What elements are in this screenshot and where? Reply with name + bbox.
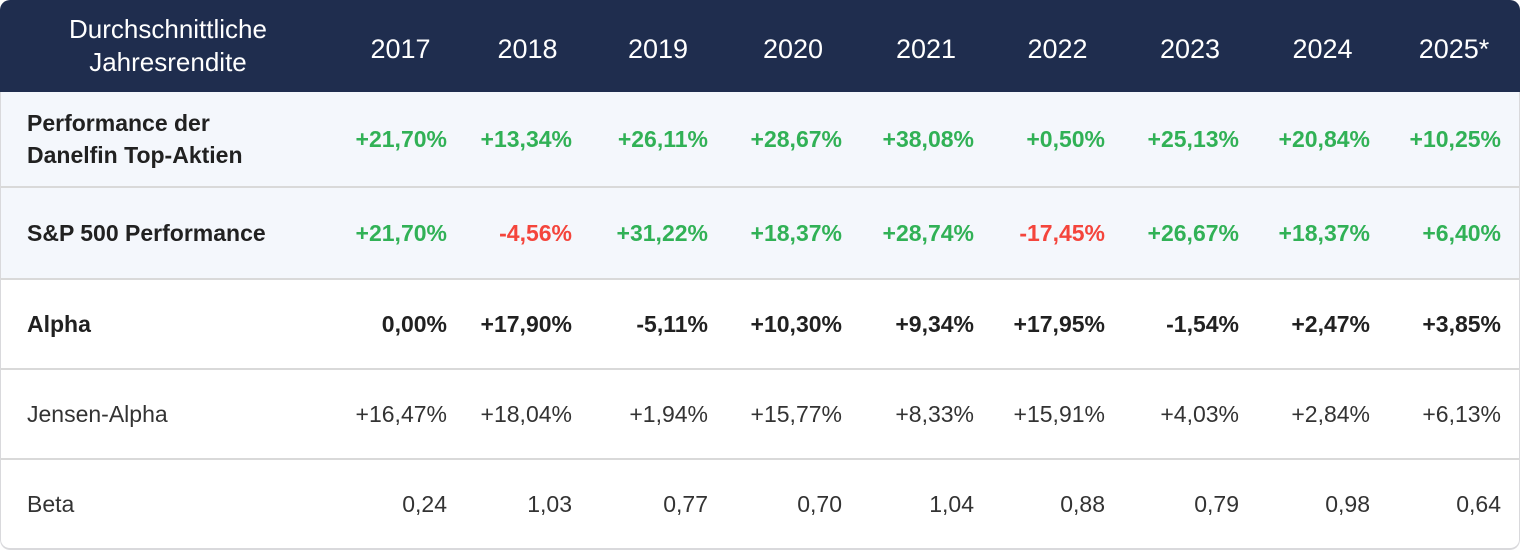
row-alpha: Alpha 0,00% +17,90% -5,11% +10,30% +9,34… (0, 278, 1520, 368)
cell-value: 0,24 (336, 458, 465, 550)
cell-value: +6,13% (1388, 368, 1520, 458)
cell-value: 0,70 (726, 458, 860, 550)
header-year-2024: 2024 (1257, 0, 1388, 92)
row-label: S&P 500 Performance (0, 186, 336, 278)
cell-value: +18,37% (1257, 186, 1388, 278)
cell-value: 0,64 (1388, 458, 1520, 550)
cell-value: +38,08% (860, 92, 992, 186)
header-year-2023: 2023 (1123, 0, 1257, 92)
cell-value: +25,13% (1123, 92, 1257, 186)
cell-value: +17,95% (992, 278, 1123, 368)
cell-value: 0,00% (336, 278, 465, 368)
header-title: Durchschnittliche Jahresrendite (0, 0, 336, 92)
cell-value: -1,54% (1123, 278, 1257, 368)
cell-value: +17,90% (465, 278, 590, 368)
cell-value: +4,03% (1123, 368, 1257, 458)
row-sp500-performance: S&P 500 Performance +21,70% -4,56% +31,2… (0, 186, 1520, 278)
header-row: Durchschnittliche Jahresrendite 2017 201… (0, 0, 1520, 92)
cell-value: +26,67% (1123, 186, 1257, 278)
cell-value: +2,84% (1257, 368, 1388, 458)
cell-value: +3,85% (1388, 278, 1520, 368)
cell-value: 0,79 (1123, 458, 1257, 550)
cell-value: +21,70% (336, 92, 465, 186)
cell-value: +1,94% (590, 368, 726, 458)
header-year-2025: 2025* (1388, 0, 1520, 92)
cell-value: +16,47% (336, 368, 465, 458)
header-year-2021: 2021 (860, 0, 992, 92)
cell-value: 1,03 (465, 458, 590, 550)
row-jensen-alpha: Jensen-Alpha +16,47% +18,04% +1,94% +15,… (0, 368, 1520, 458)
cell-value: 0,77 (590, 458, 726, 550)
cell-value: +2,47% (1257, 278, 1388, 368)
cell-value: +10,25% (1388, 92, 1520, 186)
cell-value: +18,37% (726, 186, 860, 278)
cell-value: +10,30% (726, 278, 860, 368)
cell-value: +6,40% (1388, 186, 1520, 278)
cell-value: -17,45% (992, 186, 1123, 278)
cell-value: +0,50% (992, 92, 1123, 186)
row-label: Alpha (0, 278, 336, 368)
cell-value: 1,04 (860, 458, 992, 550)
header-year-2018: 2018 (465, 0, 590, 92)
cell-value: 0,98 (1257, 458, 1388, 550)
header-year-2022: 2022 (992, 0, 1123, 92)
row-label: Jensen-Alpha (0, 368, 336, 458)
header-year-2017: 2017 (336, 0, 465, 92)
cell-value: +31,22% (590, 186, 726, 278)
header-year-2019: 2019 (590, 0, 726, 92)
cell-value: +28,74% (860, 186, 992, 278)
row-label: Performance der Danelfin Top-Aktien (0, 92, 336, 186)
cell-value: 0,88 (992, 458, 1123, 550)
cell-value: +21,70% (336, 186, 465, 278)
cell-value: -5,11% (590, 278, 726, 368)
row-danelfin-performance: Performance der Danelfin Top-Aktien +21,… (0, 92, 1520, 186)
cell-value: +8,33% (860, 368, 992, 458)
cell-value: +20,84% (1257, 92, 1388, 186)
cell-value: +9,34% (860, 278, 992, 368)
cell-value: +13,34% (465, 92, 590, 186)
cell-value: +18,04% (465, 368, 590, 458)
cell-value: +26,11% (590, 92, 726, 186)
cell-value: +15,91% (992, 368, 1123, 458)
row-label: Beta (0, 458, 336, 550)
cell-value: +15,77% (726, 368, 860, 458)
cell-value: +28,67% (726, 92, 860, 186)
cell-value: -4,56% (465, 186, 590, 278)
header-year-2020: 2020 (726, 0, 860, 92)
row-beta: Beta 0,24 1,03 0,77 0,70 1,04 0,88 0,79 … (0, 458, 1520, 550)
